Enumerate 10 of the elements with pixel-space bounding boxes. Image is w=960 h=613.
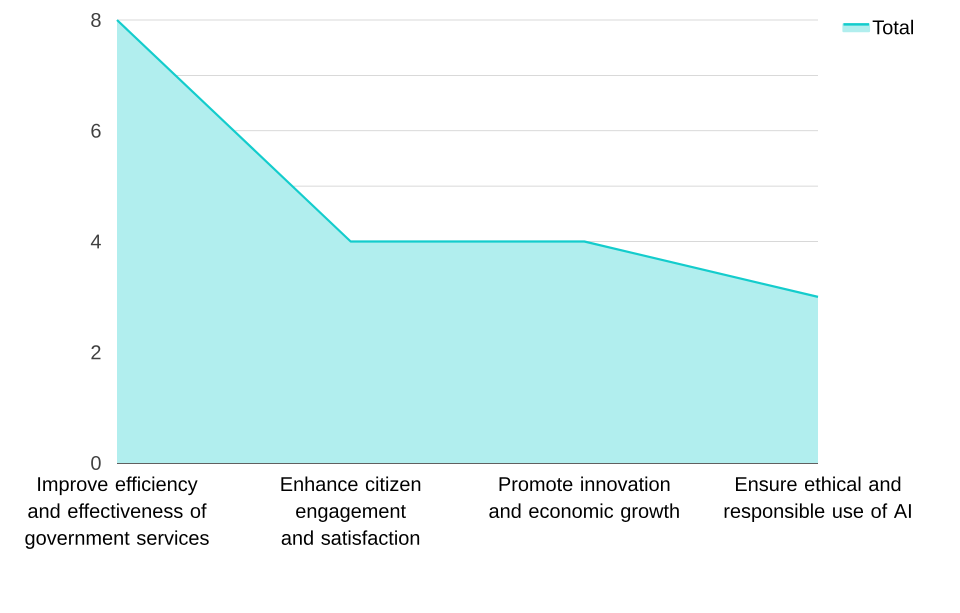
x-tick-label: Enhance citizen engagement and satisfaction <box>281 476 420 545</box>
x-tick-label: Improve efficiency and effectiveness of government services <box>25 476 209 549</box>
x-tick-label: Ensure ethical and responsible use of AI <box>724 476 911 522</box>
y-tick-label: 4 <box>90 234 101 248</box>
y-tick-label: 2 <box>91 345 100 360</box>
y-tick-label: 0 <box>91 456 101 470</box>
y-tick-label: 8 <box>91 12 101 28</box>
y-tick-label: 6 <box>91 124 101 138</box>
legend-label: Total <box>872 20 913 34</box>
x-tick-label: Promote innovation and economic growth <box>489 476 679 522</box>
